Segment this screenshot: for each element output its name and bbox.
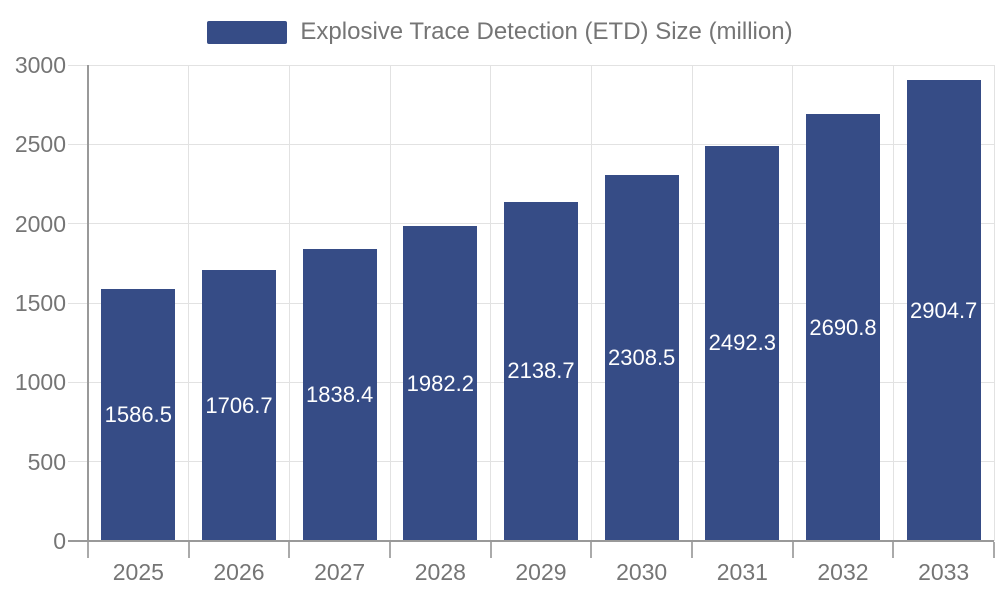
legend: Explosive Trace Detection (ETD) Size (mi… [0, 14, 1000, 50]
gridline-vertical [288, 65, 290, 541]
bar-value-label: 2492.3 [708, 330, 776, 356]
bar [806, 114, 880, 541]
y-axis-tick [68, 143, 88, 145]
gridline-horizontal [88, 143, 994, 145]
x-tick-label: 2030 [616, 559, 668, 585]
gridline-vertical [691, 65, 693, 541]
bar [604, 174, 679, 541]
y-axis-tick [68, 381, 88, 383]
x-axis-tick [791, 542, 794, 558]
x-axis-line [68, 540, 994, 542]
y-axis-tick [68, 223, 88, 225]
y-tick-label: 500 [27, 448, 66, 475]
x-axis-tick [288, 542, 291, 558]
x-tick-label: 2028 [414, 559, 466, 585]
gridline-vertical [490, 65, 492, 541]
bar [906, 80, 981, 541]
y-axis-tick [68, 64, 88, 66]
bar-value-label: 2138.7 [507, 358, 575, 384]
x-tick-label: 2031 [716, 559, 768, 585]
bar-value-label: 2690.8 [809, 314, 877, 340]
gridline-vertical [188, 65, 190, 541]
bar-value-label: 1586.5 [104, 402, 172, 428]
x-tick-label: 2029 [515, 559, 567, 585]
x-tick-label: 2025 [112, 559, 164, 585]
x-tick-label: 2027 [314, 559, 366, 585]
x-axis-tick [590, 542, 593, 558]
y-tick-label: 1500 [14, 290, 66, 316]
y-tick-label: 2500 [14, 131, 66, 158]
gridline-vertical [590, 65, 592, 541]
bar [101, 289, 176, 541]
bar-value-label: 1982.2 [406, 370, 474, 396]
gridline-vertical [389, 65, 391, 541]
bar-value-label: 1838.4 [306, 382, 374, 408]
legend-label: Explosive Trace Detection (ETD) Size (mi… [300, 18, 793, 45]
y-axis-tick [68, 302, 88, 304]
gridline-vertical [892, 65, 894, 541]
x-tick-label: 2026 [213, 559, 265, 585]
bar [504, 201, 578, 541]
bar [302, 249, 377, 541]
y-tick-label: 3000 [14, 52, 66, 78]
bar-value-label: 2904.7 [910, 297, 978, 323]
x-axis-tick [389, 542, 391, 558]
x-tick-label: 2032 [817, 559, 869, 585]
bar-value-label: 1706.7 [205, 392, 273, 418]
y-axis-line [87, 65, 89, 542]
x-axis-tick [87, 542, 89, 558]
bar [705, 145, 780, 541]
gridline-horizontal [88, 64, 994, 66]
gridline-vertical [993, 65, 995, 541]
x-axis-tick [892, 542, 895, 558]
y-axis-tick [68, 461, 88, 463]
y-tick-label: 0 [53, 528, 66, 554]
y-tick-label: 2000 [14, 210, 66, 237]
gridline-vertical [792, 65, 794, 541]
x-axis-tick [691, 542, 693, 558]
x-axis-tick [993, 542, 995, 558]
x-tick-label: 2033 [918, 559, 970, 585]
x-axis-tick [187, 542, 190, 558]
bar-value-label: 2308.5 [608, 344, 676, 370]
x-axis-tick [489, 542, 492, 558]
y-tick-label: 1000 [14, 369, 66, 396]
bar [403, 226, 478, 541]
bar [202, 270, 276, 541]
legend-swatch [207, 20, 288, 44]
